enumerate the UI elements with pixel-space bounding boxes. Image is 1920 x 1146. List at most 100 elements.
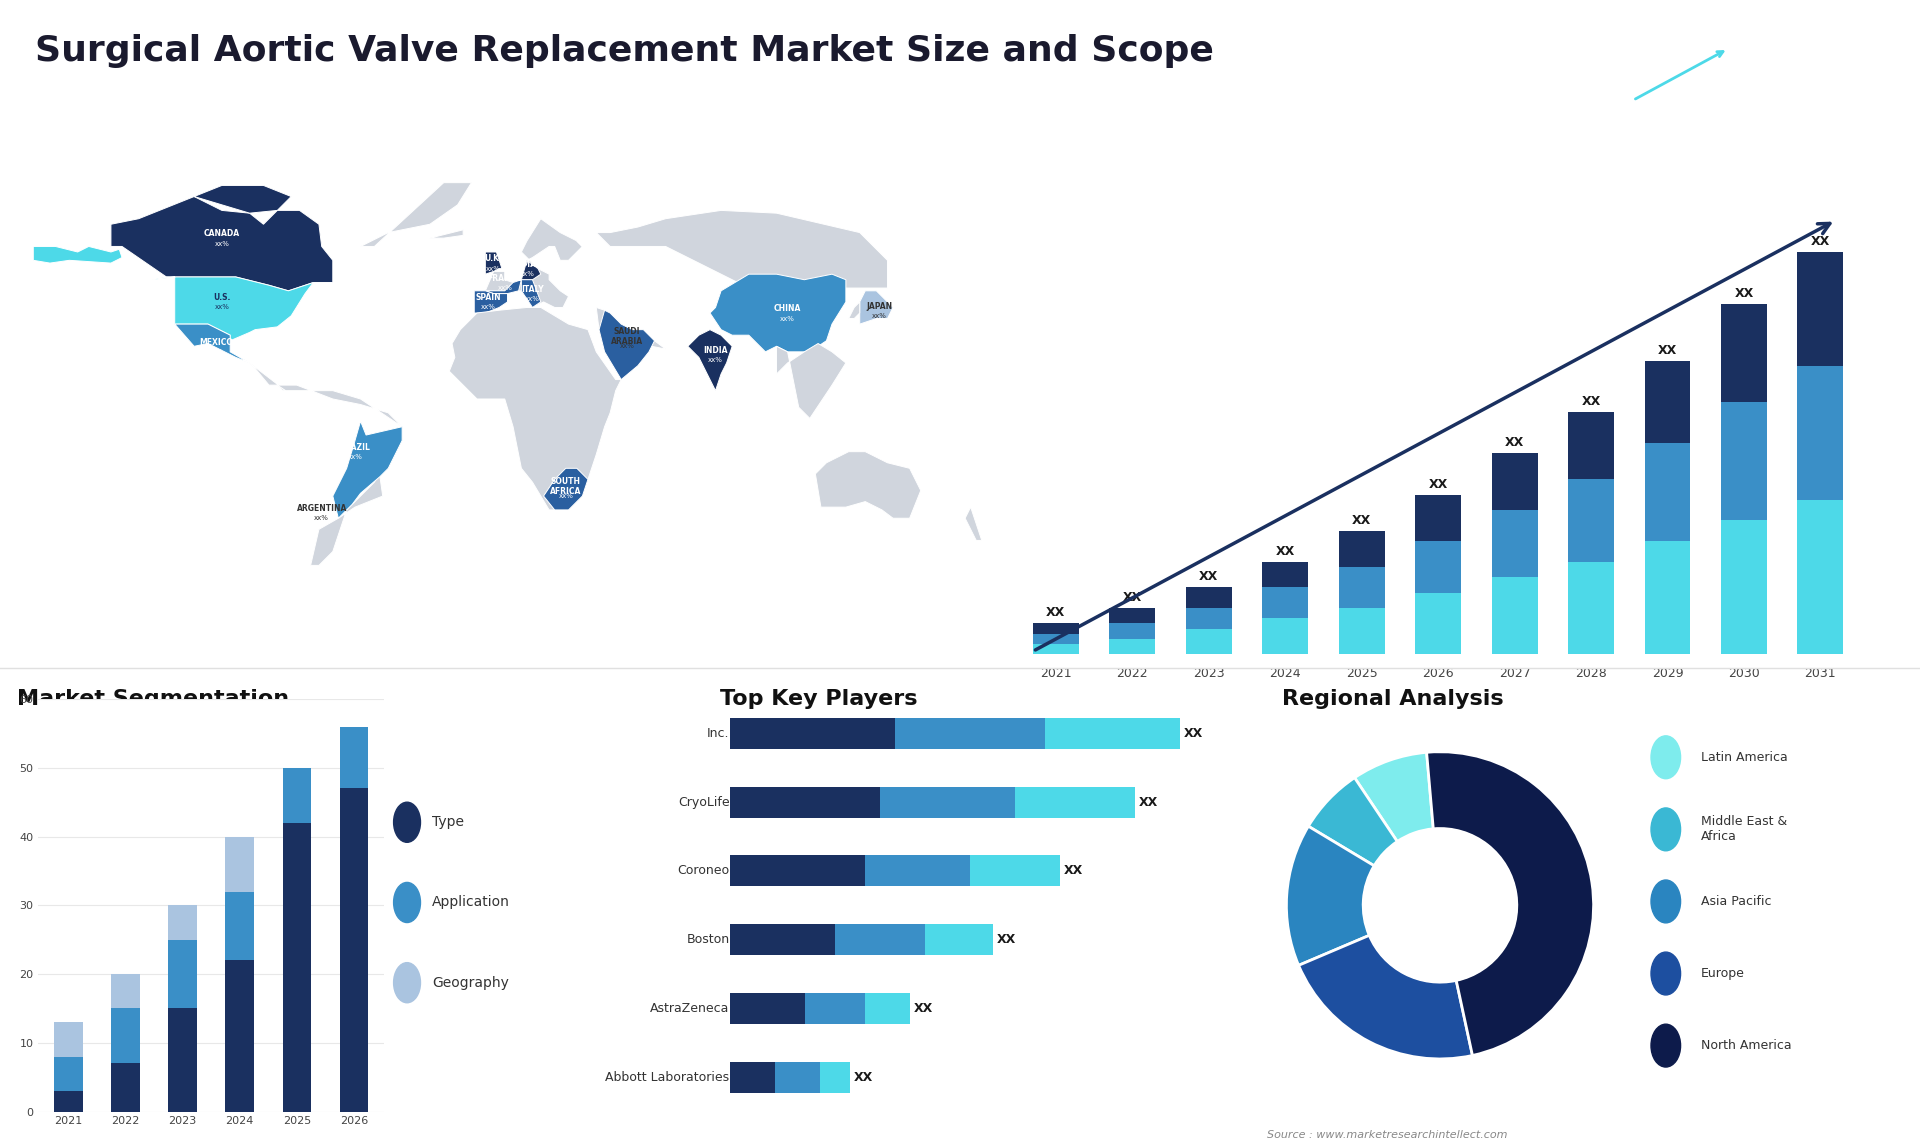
Text: XX: XX <box>1428 478 1448 490</box>
Polygon shape <box>276 385 401 565</box>
Bar <box>340 788 369 1112</box>
Circle shape <box>1651 1025 1680 1067</box>
Bar <box>1797 252 1843 366</box>
Bar <box>864 994 910 1025</box>
Bar <box>1187 609 1233 629</box>
Text: Market Segmentation: Market Segmentation <box>17 689 290 709</box>
Text: XX: XX <box>1734 286 1753 300</box>
Bar <box>925 925 993 956</box>
Text: xx%: xx% <box>708 358 724 363</box>
Text: xx%: xx% <box>497 285 513 291</box>
Bar <box>282 768 311 823</box>
Bar <box>1569 479 1615 562</box>
Bar <box>1033 644 1079 654</box>
Text: U.S.: U.S. <box>213 293 230 303</box>
Text: Middle East &
Africa: Middle East & Africa <box>1701 815 1788 843</box>
Text: XX: XX <box>1064 864 1083 878</box>
Bar <box>1261 562 1308 588</box>
Text: XX: XX <box>1123 591 1142 604</box>
Polygon shape <box>710 274 847 352</box>
Text: Geography: Geography <box>432 975 509 990</box>
Text: XX: XX <box>914 1002 933 1015</box>
Bar <box>1110 623 1156 639</box>
Text: XX: XX <box>1352 513 1371 526</box>
Text: 2031: 2031 <box>1805 667 1836 681</box>
Bar <box>1492 454 1538 510</box>
Text: JAPAN: JAPAN <box>866 301 893 311</box>
Text: ARGENTINA: ARGENTINA <box>296 504 348 513</box>
Bar <box>1261 619 1308 654</box>
Text: XX: XX <box>1505 437 1524 449</box>
Bar <box>879 786 1016 817</box>
Text: Top Key Players: Top Key Players <box>720 689 918 709</box>
Polygon shape <box>152 277 313 340</box>
Polygon shape <box>332 422 401 518</box>
Text: RESEARCH: RESEARCH <box>1766 72 1826 83</box>
Text: CANADA: CANADA <box>204 229 240 238</box>
Text: 2027: 2027 <box>1500 667 1530 681</box>
Text: xx%: xx% <box>348 454 363 461</box>
Polygon shape <box>543 469 588 510</box>
Polygon shape <box>599 311 655 379</box>
Circle shape <box>1651 736 1680 779</box>
Text: North America: North America <box>1701 1039 1791 1052</box>
Bar <box>970 855 1060 886</box>
Bar <box>1569 562 1615 654</box>
Polygon shape <box>576 211 887 301</box>
Bar <box>54 1091 83 1112</box>
Polygon shape <box>194 186 292 213</box>
Text: Regional Analysis: Regional Analysis <box>1283 689 1503 709</box>
Text: SPAIN: SPAIN <box>476 293 501 303</box>
Polygon shape <box>860 291 893 324</box>
Text: CHINA: CHINA <box>774 305 801 313</box>
Text: GERMANY: GERMANY <box>505 260 549 269</box>
Text: 2026: 2026 <box>1423 667 1453 681</box>
Text: Boston: Boston <box>687 933 730 947</box>
Text: 2025: 2025 <box>1346 667 1377 681</box>
Polygon shape <box>33 246 123 264</box>
Bar <box>804 994 864 1025</box>
Polygon shape <box>111 196 332 291</box>
Wedge shape <box>1298 935 1473 1059</box>
Text: xx%: xx% <box>215 241 228 246</box>
Wedge shape <box>1354 752 1434 841</box>
Text: xx%: xx% <box>524 296 540 303</box>
Circle shape <box>394 802 420 842</box>
Bar <box>1338 531 1384 567</box>
Polygon shape <box>430 230 463 238</box>
Text: XX: XX <box>1200 571 1219 583</box>
Text: xx%: xx% <box>209 348 225 355</box>
Text: 2028: 2028 <box>1574 667 1607 681</box>
Text: INDIA: INDIA <box>703 346 728 355</box>
Text: xx%: xx% <box>520 272 534 277</box>
Bar <box>1645 361 1690 444</box>
Bar <box>1110 609 1156 623</box>
Wedge shape <box>1308 778 1398 865</box>
Polygon shape <box>966 508 981 541</box>
Text: XX: XX <box>996 933 1016 947</box>
Bar <box>1415 541 1461 592</box>
Text: CryoLife: CryoLife <box>678 795 730 809</box>
Text: Surgical Aortic Valve Replacement Market Size and Scope: Surgical Aortic Valve Replacement Market… <box>35 34 1213 69</box>
Polygon shape <box>449 307 622 510</box>
Text: FRANCE: FRANCE <box>488 274 522 283</box>
Bar <box>111 974 140 1008</box>
Polygon shape <box>472 219 582 313</box>
Bar <box>1338 567 1384 609</box>
Text: xx%: xx% <box>620 344 634 350</box>
Text: xx%: xx% <box>872 313 887 319</box>
Text: Coroneo: Coroneo <box>678 864 730 878</box>
Bar <box>282 823 311 1112</box>
Text: XX: XX <box>854 1070 874 1084</box>
Text: XX: XX <box>1657 344 1678 356</box>
Text: Abbott Laboratories: Abbott Laboratories <box>605 1070 730 1084</box>
Bar <box>835 925 925 956</box>
Polygon shape <box>776 344 847 418</box>
Bar <box>730 925 835 956</box>
Polygon shape <box>486 252 501 274</box>
Circle shape <box>394 963 420 1003</box>
Polygon shape <box>687 330 732 391</box>
Bar <box>864 855 970 886</box>
Text: xx%: xx% <box>315 516 328 521</box>
Text: ITALY: ITALY <box>520 285 543 293</box>
